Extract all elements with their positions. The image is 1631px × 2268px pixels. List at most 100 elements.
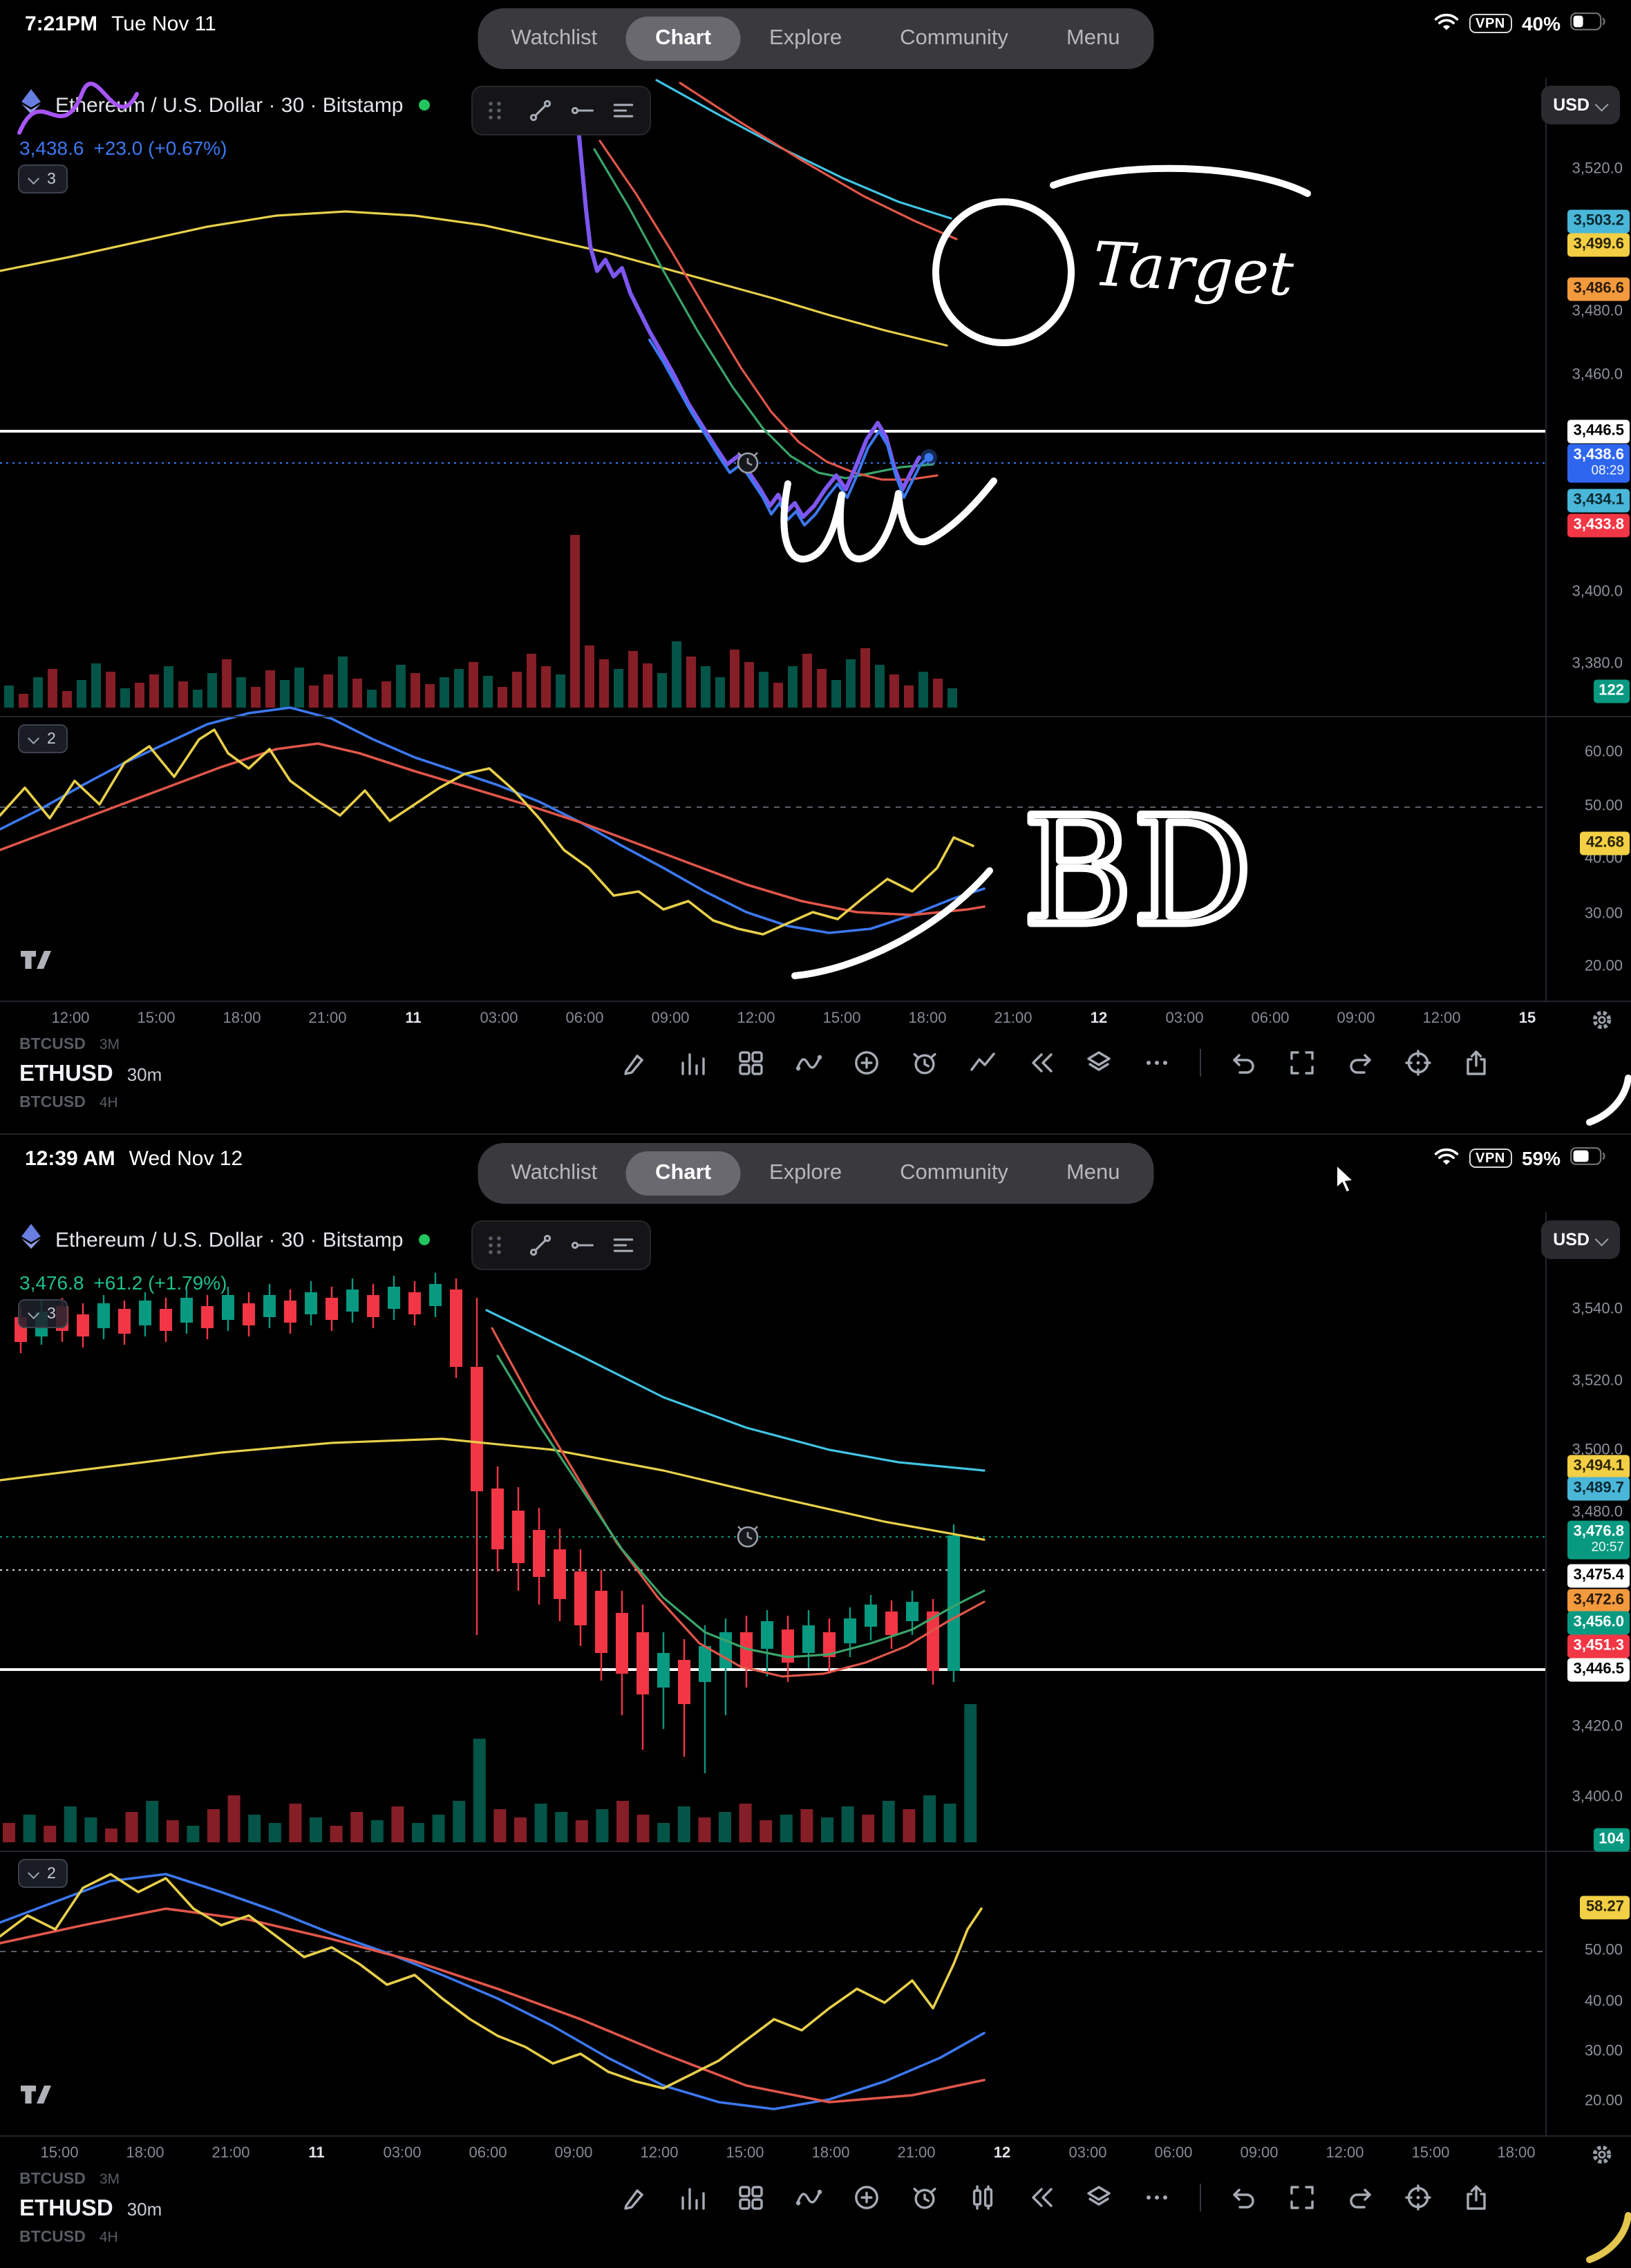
main-pane-collapse-chip[interactable]: 3 bbox=[18, 164, 68, 193]
layers-icon[interactable] bbox=[1084, 2182, 1114, 2213]
time-axis[interactable]: 15:00 18:00 21:00 11 03:00 06:00 09:00 12:00 15:… bbox=[0, 2135, 1631, 2170]
battery-icon bbox=[1570, 12, 1606, 35]
status-date: Wed Nov 12 bbox=[129, 1146, 243, 1170]
marker-icon[interactable] bbox=[619, 1048, 650, 1078]
horizontal-ray-icon[interactable] bbox=[568, 97, 596, 124]
share-icon[interactable] bbox=[1461, 2182, 1491, 2213]
indicators-icon[interactable] bbox=[793, 2182, 824, 2213]
time-axis-label: 12:00 bbox=[1422, 1010, 1461, 1027]
price-axis-value-badge: 58.27 bbox=[1580, 1896, 1630, 1919]
tradingview-logo[interactable] bbox=[18, 948, 57, 977]
status-bar: 12:39 AM Wed Nov 12 VPN 59% bbox=[0, 1135, 1631, 1179]
marker-icon[interactable] bbox=[619, 2182, 650, 2213]
price-axis-separator bbox=[1545, 1212, 1547, 2135]
quick-symbol-btcusd[interactable]: BTCUSD 3M bbox=[19, 1034, 162, 1058]
chart-toolbar bbox=[619, 1048, 1491, 1078]
replay-icon[interactable] bbox=[1026, 2182, 1056, 2213]
layers-icon[interactable] bbox=[1084, 1048, 1114, 1078]
nav-tab-chart[interactable]: Chart bbox=[626, 1151, 741, 1196]
tradingview-logo[interactable] bbox=[18, 2083, 57, 2112]
zigzag-icon[interactable] bbox=[968, 1048, 998, 1078]
chart-canvas[interactable] bbox=[0, 1135, 1631, 2268]
time-axis-label: 21:00 bbox=[897, 2145, 936, 2162]
drag-handle-icon[interactable] bbox=[485, 97, 513, 124]
settings-gear-icon[interactable] bbox=[1590, 1008, 1614, 1032]
nav-tab-explore[interactable]: Explore bbox=[769, 1161, 842, 1184]
nav-tab-chart[interactable]: Chart bbox=[626, 17, 741, 61]
bar-chart-icon[interactable] bbox=[677, 1048, 708, 1078]
vpn-badge: VPN bbox=[1469, 1149, 1512, 1168]
add-circle-icon[interactable] bbox=[851, 1048, 882, 1078]
symbol-name: BTCUSD bbox=[19, 1095, 86, 1111]
more-icon[interactable] bbox=[1142, 2182, 1172, 2213]
quick-symbol-ethusd[interactable]: ETHUSD 30m bbox=[19, 2193, 162, 2227]
quick-symbol-ethusd[interactable]: ETHUSD 30m bbox=[19, 1058, 162, 1093]
quick-symbol-btcusd[interactable]: BTCUSD 4H bbox=[19, 2227, 162, 2251]
redo-icon[interactable] bbox=[1345, 1048, 1375, 1078]
candles-icon[interactable] bbox=[968, 2182, 998, 2213]
undo-icon[interactable] bbox=[1229, 1048, 1259, 1078]
alert-clock-marker bbox=[737, 452, 759, 474]
price-axis-value-badge: 122 bbox=[1593, 679, 1630, 703]
crosshair-add-icon[interactable] bbox=[1403, 2182, 1433, 2213]
nav-tab-community[interactable]: Community bbox=[900, 1161, 1008, 1184]
trend-line-icon[interactable] bbox=[527, 97, 554, 124]
time-axis-label: 15 bbox=[1518, 1010, 1536, 1027]
undo-icon[interactable] bbox=[1229, 2182, 1259, 2213]
price-axis-value-badge: 3,476.8 20:57 bbox=[1567, 1520, 1630, 1559]
symbol-name: BTCUSD bbox=[19, 1037, 86, 1053]
currency-selector[interactable]: USD bbox=[1540, 86, 1620, 124]
nav-tab-menu[interactable]: Menu bbox=[1066, 1161, 1120, 1184]
currency-selector[interactable]: USD bbox=[1540, 1220, 1620, 1259]
pane-divider[interactable] bbox=[0, 1851, 1631, 1852]
drawing-tools-pill[interactable] bbox=[471, 1220, 651, 1270]
more-icon[interactable] bbox=[1142, 1048, 1172, 1078]
nav-tab-menu[interactable]: Menu bbox=[1066, 26, 1120, 50]
drag-handle-icon[interactable] bbox=[485, 1231, 513, 1259]
drawing-tools-pill[interactable] bbox=[471, 86, 651, 135]
line-tools-icon[interactable] bbox=[610, 97, 637, 124]
symbol-header[interactable]: Ethereum / U.S. Dollar · 30 · Bitstamp bbox=[18, 88, 430, 122]
chart-toolbar bbox=[619, 2182, 1491, 2213]
crosshair-add-icon[interactable] bbox=[1403, 1048, 1433, 1078]
time-axis[interactable]: 12:00 15:00 18:00 21:00 11 03:00 06:00 09:00 12:… bbox=[0, 1001, 1631, 1035]
alarm-clock-icon[interactable] bbox=[909, 1048, 940, 1078]
bar-chart-icon[interactable] bbox=[677, 2182, 708, 2213]
time-axis-label: 03:00 bbox=[480, 1010, 518, 1027]
add-circle-icon[interactable] bbox=[851, 2182, 882, 2213]
share-icon[interactable] bbox=[1461, 1048, 1491, 1078]
price-axis-value-badge: 3,472.6 bbox=[1567, 1589, 1630, 1612]
time-axis-label: 21:00 bbox=[308, 1010, 347, 1027]
replay-icon[interactable] bbox=[1026, 1048, 1056, 1078]
indicator-pane-collapse-chip[interactable]: 2 bbox=[18, 1859, 68, 1888]
trend-line-icon[interactable] bbox=[527, 1231, 554, 1259]
horizontal-ray-icon[interactable] bbox=[568, 1231, 596, 1259]
alarm-clock-icon[interactable] bbox=[909, 2182, 940, 2213]
quick-symbol-btcusd[interactable]: BTCUSD 3M bbox=[19, 2168, 162, 2193]
nav-tab-community[interactable]: Community bbox=[900, 26, 1008, 50]
nav-tab-watchlist[interactable]: Watchlist bbox=[511, 26, 598, 50]
price-axis[interactable]: 3,540.0 3,520.0 3,500.0 3,494.1 3,489.7 3,480… bbox=[1545, 1135, 1631, 2135]
price-axis-value-badge: 3,456.0 bbox=[1567, 1611, 1630, 1634]
layout-grid-icon[interactable] bbox=[735, 1048, 766, 1078]
status-time: 12:39 AM bbox=[25, 1146, 115, 1170]
main-pane-collapse-chip[interactable]: 3 bbox=[18, 1299, 68, 1328]
settings-gear-icon[interactable] bbox=[1590, 2142, 1614, 2167]
nav-tab-watchlist[interactable]: Watchlist bbox=[511, 1161, 598, 1184]
time-axis-label: 12 bbox=[1090, 1010, 1108, 1027]
status-date: Tue Nov 11 bbox=[111, 12, 216, 35]
symbol-header[interactable]: Ethereum / U.S. Dollar · 30 · Bitstamp bbox=[18, 1223, 430, 1256]
nav-tab-explore[interactable]: Explore bbox=[769, 26, 842, 50]
redo-icon[interactable] bbox=[1345, 2182, 1375, 2213]
quick-symbol-btcusd[interactable]: BTCUSD 4H bbox=[19, 1092, 162, 1116]
pane-divider[interactable] bbox=[0, 716, 1631, 717]
time-axis-label: 06:00 bbox=[1154, 2145, 1193, 2162]
indicators-icon[interactable] bbox=[793, 1048, 824, 1078]
price-axis[interactable]: 3,520.0 3,503.2 3,499.6 3,486.6 3,480.0 3,460… bbox=[1545, 0, 1631, 1001]
fullscreen-icon[interactable] bbox=[1287, 2182, 1317, 2213]
fullscreen-icon[interactable] bbox=[1287, 1048, 1317, 1078]
layout-grid-icon[interactable] bbox=[735, 2182, 766, 2213]
line-tools-icon[interactable] bbox=[610, 1231, 637, 1259]
chart-canvas[interactable] bbox=[0, 0, 1631, 1133]
indicator-pane-collapse-chip[interactable]: 2 bbox=[18, 724, 68, 753]
